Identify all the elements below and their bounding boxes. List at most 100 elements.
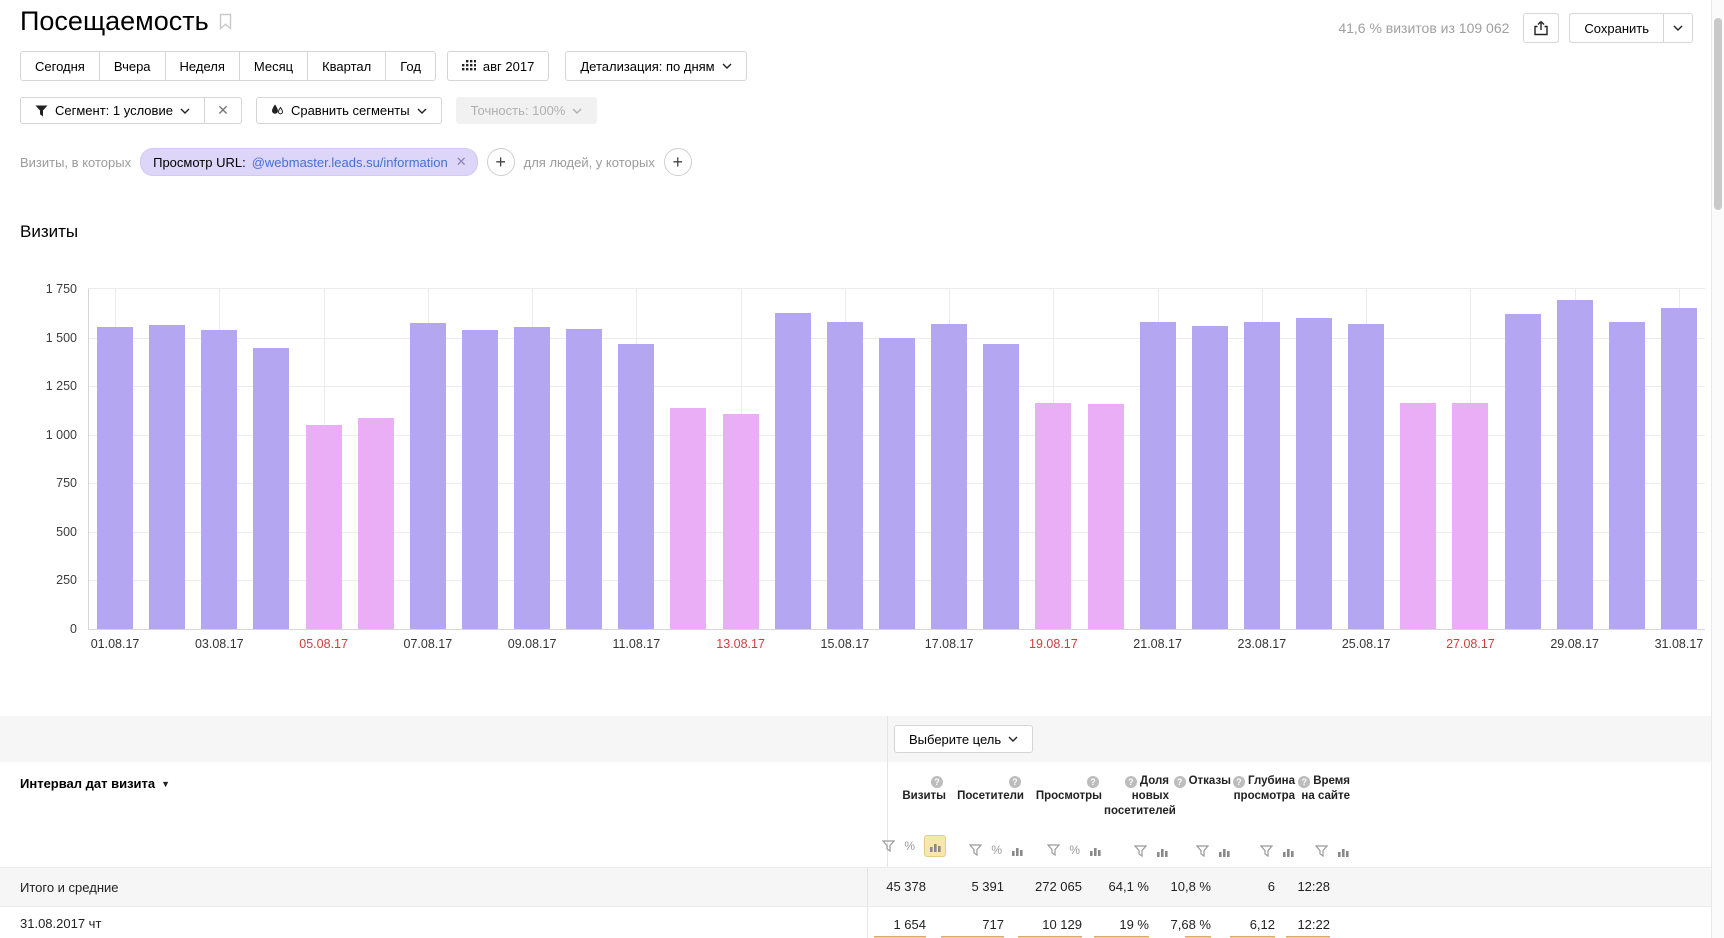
metric-column-header[interactable]: ? Доля новых посетителей (1104, 762, 1176, 867)
metric-value-cell: 6,12 (1213, 907, 1277, 938)
help-icon[interactable]: ? (1087, 776, 1099, 788)
filter-funnel-icon[interactable] (1315, 845, 1328, 857)
period-tab-1[interactable]: Сегодня (20, 51, 100, 81)
add-people-condition-button[interactable]: + (663, 148, 692, 176)
chart-bar[interactable] (514, 326, 551, 629)
y-axis-label: 250 (56, 573, 77, 588)
bar-chart-icon[interactable] (1011, 844, 1024, 856)
bar-chart-icon[interactable] (1337, 845, 1350, 857)
bar-chart-icon[interactable] (1089, 844, 1102, 856)
metric-column-header[interactable]: ?Визиты% (882, 762, 948, 867)
chart-bar[interactable] (1296, 317, 1333, 629)
chart-bar[interactable] (1660, 307, 1697, 629)
metric-column-header[interactable]: ? Время на сайте (1297, 762, 1352, 867)
chart-bar[interactable] (1608, 322, 1645, 629)
filter-funnel-icon[interactable] (1196, 845, 1209, 857)
export-button[interactable] (1523, 13, 1560, 43)
add-visit-condition-button[interactable]: + (486, 148, 515, 176)
period-tab-3[interactable]: Неделя (164, 51, 240, 81)
chart-bar[interactable] (305, 425, 342, 629)
filter-funnel-icon[interactable] (882, 840, 896, 852)
column-tools: % (1047, 843, 1102, 857)
bar-chart-icon[interactable] (1282, 845, 1295, 857)
save-button[interactable]: Сохранить (1569, 13, 1664, 43)
chart-bar[interactable] (983, 343, 1020, 629)
filter-funnel-icon[interactable] (1134, 845, 1147, 857)
period-tab-6[interactable]: Год (385, 51, 436, 81)
chart-bar[interactable] (826, 321, 863, 629)
chart-bar[interactable] (1243, 321, 1280, 629)
period-tab-2[interactable]: Вчера (98, 51, 166, 81)
table-row[interactable]: Итого и средние 45 378 5 391 272 065 64,1 % 1… (0, 867, 1711, 907)
chevron-down-icon (572, 108, 582, 114)
help-icon[interactable]: ? (1124, 776, 1137, 788)
segment-clear-button[interactable]: ✕ (203, 97, 242, 124)
chart-bar[interactable] (1139, 322, 1176, 629)
chart-bar[interactable] (618, 344, 655, 629)
bar-chart-icon[interactable] (924, 835, 946, 857)
chart-bar[interactable] (201, 329, 238, 629)
chart-bar[interactable] (774, 313, 811, 629)
chip-close-icon[interactable]: ✕ (455, 154, 467, 169)
metric-column-header[interactable]: ?Просмотры% (1026, 762, 1104, 867)
chart-bar[interactable] (149, 324, 186, 629)
help-icon[interactable]: ? (1233, 776, 1245, 788)
scrollbar-thumb[interactable] (1714, 18, 1722, 210)
filter-funnel-icon[interactable] (1047, 844, 1061, 856)
chart-bar[interactable] (1400, 403, 1437, 629)
x-axis-label: 23.08.17 (1237, 637, 1287, 651)
chart-bar[interactable] (1087, 404, 1124, 629)
filter-funnel-icon[interactable] (1260, 845, 1273, 857)
metric-column-header[interactable]: ? Глубина просмотра (1233, 762, 1297, 867)
y-axis-label: 1 000 (45, 427, 77, 442)
percent-icon[interactable]: % (1069, 843, 1080, 857)
table-row[interactable]: 31.08.2017 чт 1 654 717 10 129 19 % 7,68 % 6,1… (0, 907, 1711, 938)
period-tab-4[interactable]: Месяц (238, 51, 309, 81)
chart-bar[interactable] (722, 413, 759, 629)
chip-url-link[interactable]: @webmaster.leads.su/information (251, 154, 448, 170)
save-menu-button[interactable] (1663, 13, 1693, 43)
metric-column-header[interactable]: ?Посетители% (948, 762, 1026, 867)
choose-goal-button[interactable]: Выберите цель (894, 725, 1034, 753)
metric-column-header[interactable]: ? Отказы (1171, 762, 1233, 867)
chart-bar[interactable] (1035, 402, 1072, 629)
chart-bar[interactable] (97, 327, 134, 629)
date-interval-header[interactable]: Интервал дат визита ▼ (20, 776, 170, 791)
chart-bar[interactable] (357, 418, 394, 629)
x-axis-label: 31.08.17 (1654, 637, 1704, 651)
percent-icon[interactable]: % (904, 839, 915, 853)
chart-bar[interactable] (409, 323, 446, 629)
chart-bar[interactable] (1191, 326, 1228, 629)
chart-bar[interactable] (253, 347, 290, 629)
help-icon[interactable]: ? (1173, 776, 1186, 788)
help-icon[interactable]: ? (1009, 776, 1021, 788)
chart-bar[interactable] (1348, 323, 1385, 629)
percent-icon[interactable]: % (991, 843, 1002, 857)
chart-bar[interactable] (566, 329, 603, 629)
compare-segments-button[interactable]: Сравнить сегменты (255, 97, 442, 124)
chart-bar[interactable] (1556, 300, 1593, 629)
chart-bar[interactable] (931, 323, 968, 629)
x-axis-label: 25.08.17 (1341, 637, 1391, 651)
accuracy-button[interactable]: Точность: 100% (455, 97, 598, 124)
filter-funnel-icon[interactable] (969, 844, 983, 856)
segment-button[interactable]: Сегмент: 1 условие (20, 97, 205, 124)
bar-chart-icon[interactable] (1156, 845, 1169, 857)
chart-bar[interactable] (1452, 402, 1489, 629)
url-filter-chip[interactable]: Просмотр URL: @webmaster.leads.su/inform… (140, 148, 478, 176)
date-picker-button[interactable]: авг 2017 (446, 51, 550, 81)
period-tab-5[interactable]: Квартал (307, 51, 387, 81)
bookmark-icon[interactable] (219, 13, 232, 30)
help-icon[interactable]: ? (931, 776, 943, 788)
choose-goal-label: Выберите цель (909, 731, 1002, 747)
metric-value-cell: 64,1 % (1108, 879, 1149, 894)
detail-dropdown[interactable]: Детализация: по дням (565, 51, 747, 81)
chart-bar[interactable] (670, 407, 707, 629)
column-tools (1134, 845, 1169, 857)
chart-bar[interactable] (461, 329, 498, 629)
chart-bar[interactable] (1504, 313, 1541, 629)
visits-chart-plot: 0 250 500 750 1 000 1 250 1 500 1 750 01.08.17 03… (46, 282, 1705, 651)
bar-chart-icon[interactable] (1218, 845, 1231, 857)
help-icon[interactable]: ? (1298, 776, 1311, 788)
chart-bar[interactable] (879, 338, 915, 629)
